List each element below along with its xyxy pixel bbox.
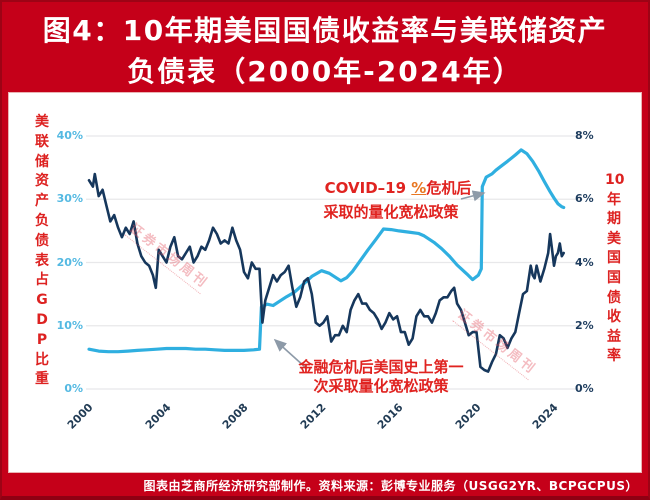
chart-plot-area [86,135,583,390]
left-axis-tick-label: 0% [64,382,83,395]
axis-title-char: 比 [35,351,49,368]
data-series [87,148,566,373]
right-axis-tick-label: 4% [575,255,594,269]
grid-lines [86,135,583,390]
axis-title-char: 联 [35,133,49,150]
chart-title-line1: 图4：10年期美国国债收益率与美联储资产 [42,14,608,47]
left-axis-tick-label: 10% [56,318,83,332]
right-axis-title: 10 年期美国国债收益率 [605,171,625,367]
axis-title-char: 率 [607,348,621,365]
axis-title-char: 债 [607,289,621,306]
annotation-arrows [273,190,486,368]
series-10y-yield-line [87,172,566,373]
axis-title-char: 期 [607,211,621,228]
axis-title-char: 储 [35,153,49,170]
covid-annotation-line1: COVID–19 %危机后 [324,179,472,197]
axis-title-char: 美 [35,114,49,130]
axis-title-char: D [36,311,48,328]
axis-title-char: 年 [607,191,621,208]
axis-title-char: 益 [607,328,621,345]
left-axis-tick-label: 30% [56,192,83,206]
left-axis-tick-label: 40% [56,129,83,142]
right-axis-tick-label: 8% [575,129,594,142]
covid-annotation-line2: 采取的量化宽松政策 [323,203,459,221]
axis-title-char: 重 [35,371,49,388]
axis-title-char: 收 [607,309,621,326]
right-axis-tick-label: 6% [575,192,594,206]
axis-title-char: 债 [35,232,49,249]
axis-title-char: 国 [607,250,621,267]
percent-mark: % [411,179,427,197]
axis-title-char: 美 [607,230,621,247]
chart-title: 图4：10年期美国国债收益率与美联储资产 负债表（2000年-2024年） [0,10,650,92]
axis-title-char: 占 [35,272,49,289]
crisis-annotation-arrow [273,338,306,368]
axis-title-char: 产 [35,193,49,210]
crisis-annotation-line2: 次采取量化宽松政策 [313,377,449,395]
chart-title-line2: 负债表（2000年-2024年） [127,55,523,88]
covid-annotation-arrow [460,190,486,202]
right-axis-tick-label: 2% [575,318,594,332]
crisis-annotation-line1: 金融危机后美国史上第一 [298,358,464,376]
left-axis-tick-label: 20% [56,255,83,269]
axis-title-char: P [36,331,48,348]
axis-title-char: 资 [35,173,49,190]
axis-title-char: 表 [35,252,49,269]
chart-panel: 40% 30% 20% 10% 0% 8% 6% 4% 2% 0% 2000 2004 2008 20… [8,92,642,473]
axis-title-char: 负 [35,212,49,229]
axis-title-char: G [36,292,48,309]
series-fed-balance-line [87,148,566,354]
source-footer: 图表由芝商所经济研究部制作。资料来源：彭博专业服务（USGG2YR、BCPGCP… [0,473,650,500]
axis-title-char: 国 [607,269,621,286]
axis-title-char: 10 [605,172,625,188]
right-axis-tick-label: 0% [575,382,594,395]
